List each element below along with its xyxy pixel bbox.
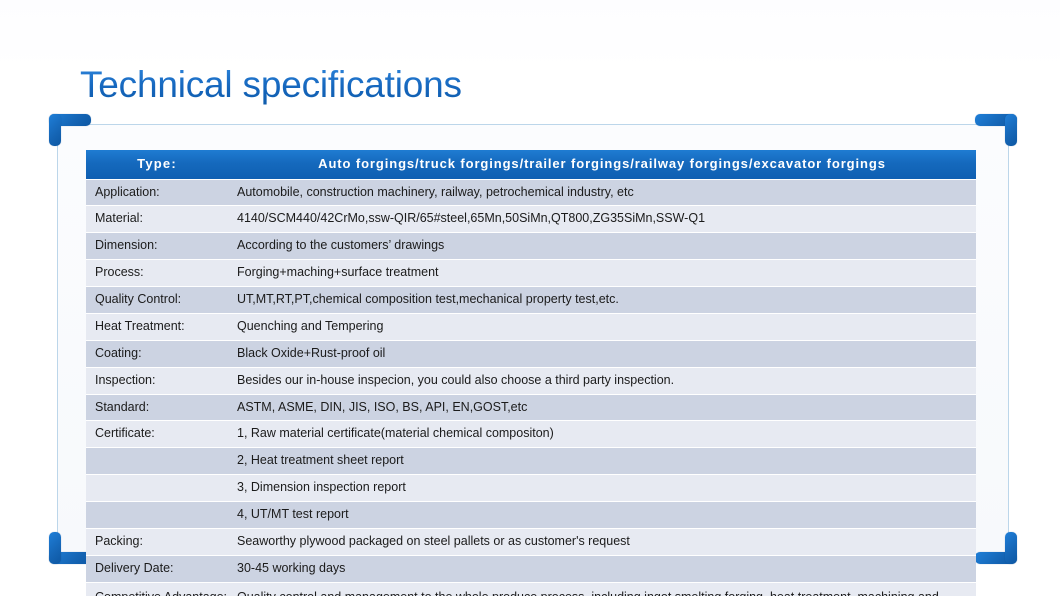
row-value: ASTM, ASME, DIN, JIS, ISO, BS, API, EN,G… xyxy=(228,394,976,422)
table-row: Standard: ASTM, ASME, DIN, JIS, ISO, BS, … xyxy=(86,394,976,422)
table-row: Quality Control: UT,MT,RT,PT,chemical com… xyxy=(86,286,976,314)
table-row: Heat Treatment: Quenching and Tempering xyxy=(86,313,976,341)
table-row: Dimension: According to the customers’ dr… xyxy=(86,232,976,261)
table-row: Inspection: Besides our in-house inspecio… xyxy=(86,367,976,395)
table-row: 3, Dimension inspection report xyxy=(86,474,976,503)
row-label: Quality Control: xyxy=(86,286,228,314)
row-label: Coating: xyxy=(86,340,228,368)
row-label: Dimension: xyxy=(86,232,228,261)
row-value: Quality control and management to the wh… xyxy=(228,582,976,596)
decorative-frame: Type: Auto forgings/truck forgings/trail… xyxy=(49,114,1017,596)
row-value: Black Oxide+Rust-proof oil xyxy=(228,340,976,368)
row-value: 4, UT/MT test report xyxy=(228,501,976,529)
row-label: Competitive Advantage: xyxy=(86,582,228,596)
row-value: Besides our in-house inspecion, you coul… xyxy=(228,367,976,395)
row-label: Packing: xyxy=(86,528,228,556)
row-label: Material: xyxy=(86,205,228,234)
row-label xyxy=(86,474,228,503)
row-label: Process: xyxy=(86,259,228,288)
row-label: Delivery Date: xyxy=(86,555,228,583)
table-row: Material: 4140/SCM440/42CrMo,ssw-QIR/65#s… xyxy=(86,205,976,234)
table-row: Delivery Date: 30-45 working days xyxy=(86,555,976,583)
table-row: Competitive Advantage:Quality control an… xyxy=(86,582,976,596)
table-row: Packing: Seaworthy plywood packaged on st… xyxy=(86,528,976,556)
table-row: 4, UT/MT test report xyxy=(86,501,976,529)
table-header-label: Type: xyxy=(86,150,228,180)
row-value: 3, Dimension inspection report xyxy=(228,474,976,503)
table-header-row: Type: Auto forgings/truck forgings/trail… xyxy=(86,150,976,180)
row-label: Inspection: xyxy=(86,367,228,395)
specifications-table: Type: Auto forgings/truck forgings/trail… xyxy=(86,150,976,596)
row-label xyxy=(86,447,228,476)
row-label: Standard: xyxy=(86,394,228,422)
row-value: Forging+maching+surface treatment xyxy=(228,259,976,288)
table-body: Type: Auto forgings/truck forgings/trail… xyxy=(86,150,976,596)
table-row: 2, Heat treatment sheet report xyxy=(86,447,976,476)
page-title: Technical specifications xyxy=(80,64,462,105)
table-row: Application: Automobile, construction mac… xyxy=(86,179,976,207)
row-label: Heat Treatment: xyxy=(86,313,228,341)
row-value: 2, Heat treatment sheet report xyxy=(228,447,976,476)
table-row: Process: Forging+maching+surface treatmen… xyxy=(86,259,976,288)
row-value: Quenching and Tempering xyxy=(228,313,976,341)
row-value: UT,MT,RT,PT,chemical composition test,me… xyxy=(228,286,976,314)
row-value: Seaworthy plywood packaged on steel pall… xyxy=(228,528,976,556)
row-label: Application: xyxy=(86,179,228,207)
row-label: Certificate: xyxy=(86,420,228,449)
row-value: Automobile, construction machinery, rail… xyxy=(228,179,976,207)
row-label xyxy=(86,501,228,529)
row-value: 4140/SCM440/42CrMo,ssw-QIR/65#steel,65Mn… xyxy=(228,205,976,234)
table-row: Certificate: 1, Raw material certificate(… xyxy=(86,420,976,449)
row-value: 30-45 working days xyxy=(228,555,976,583)
table-header-value: Auto forgings/truck forgings/trailer for… xyxy=(228,150,976,180)
row-value: 1, Raw material certificate(material che… xyxy=(228,420,976,449)
row-value: According to the customers’ drawings xyxy=(228,232,976,261)
table-row: Coating: Black Oxide+Rust-proof oil xyxy=(86,340,976,368)
